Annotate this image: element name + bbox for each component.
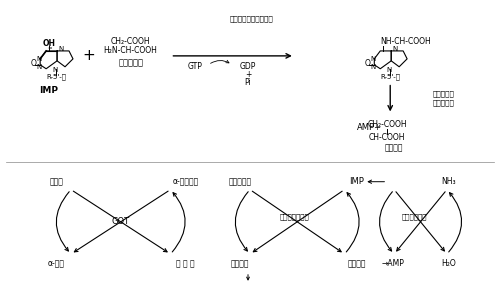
- Text: α-酩酸: α-酩酸: [48, 260, 64, 268]
- Text: 草酸乙酸: 草酸乙酸: [231, 260, 250, 268]
- Text: NH-CH-COOH: NH-CH-COOH: [380, 37, 430, 46]
- Text: H₂N-CH-COOH: H₂N-CH-COOH: [104, 46, 158, 56]
- Text: N: N: [36, 64, 42, 70]
- Text: →AMP: →AMP: [382, 260, 404, 268]
- Text: N: N: [52, 67, 58, 73]
- Text: α-酩戚二酸: α-酩戚二酸: [172, 177, 199, 186]
- Text: 腐苷酸代琥珀酸: 腐苷酸代琥珀酸: [280, 214, 310, 220]
- Text: GDP: GDP: [240, 62, 256, 71]
- Text: CH-COOH: CH-COOH: [369, 133, 406, 142]
- Text: N: N: [370, 64, 376, 70]
- Text: O: O: [364, 59, 370, 68]
- Text: N: N: [58, 46, 64, 52]
- Text: +: +: [245, 70, 251, 79]
- Text: CH₂-COOH: CH₂-COOH: [368, 120, 407, 129]
- Text: 延胡索酸: 延胡索酸: [347, 260, 366, 268]
- Text: N: N: [370, 56, 376, 62]
- Text: =: =: [48, 46, 52, 51]
- Text: 氨基酸: 氨基酸: [49, 177, 63, 186]
- Text: GOT: GOT: [112, 217, 130, 226]
- Text: R-5'-Ⓟ: R-5'-Ⓟ: [46, 74, 66, 80]
- Text: 谷 氨 酸: 谷 氨 酸: [176, 260, 195, 268]
- Text: 腐苷酸代琥珀酸合成酶: 腐苷酸代琥珀酸合成酶: [230, 15, 274, 22]
- Text: 延胡索酸: 延胡索酸: [385, 143, 404, 152]
- Text: 天门冬氨酸: 天门冬氨酸: [228, 177, 252, 186]
- Text: IMP: IMP: [349, 177, 364, 186]
- Text: CH₂-COOH: CH₂-COOH: [111, 37, 150, 46]
- Text: O: O: [30, 59, 36, 68]
- Text: NH₃: NH₃: [442, 177, 456, 186]
- Text: N: N: [392, 46, 398, 52]
- Text: 腐苷酸代琥: 腐苷酸代琥: [433, 90, 455, 97]
- Text: +: +: [82, 48, 96, 63]
- Text: H₂O: H₂O: [442, 260, 456, 268]
- Text: GTP: GTP: [188, 62, 202, 71]
- Text: 天门冬氨酸: 天门冬氨酸: [118, 58, 143, 67]
- Text: 腐苷酸脱氨酶: 腐苷酸脱氨酶: [402, 214, 427, 220]
- Text: N: N: [36, 56, 42, 62]
- Text: Pi: Pi: [244, 78, 252, 87]
- Text: IMP: IMP: [40, 86, 58, 95]
- Text: R-5'-Ⓟ: R-5'-Ⓟ: [380, 74, 400, 80]
- Text: 珀酸裂解酶: 珀酸裂解酶: [433, 99, 455, 106]
- Text: N: N: [386, 67, 392, 73]
- Text: OH: OH: [42, 38, 56, 47]
- Text: AMP+: AMP+: [358, 123, 382, 132]
